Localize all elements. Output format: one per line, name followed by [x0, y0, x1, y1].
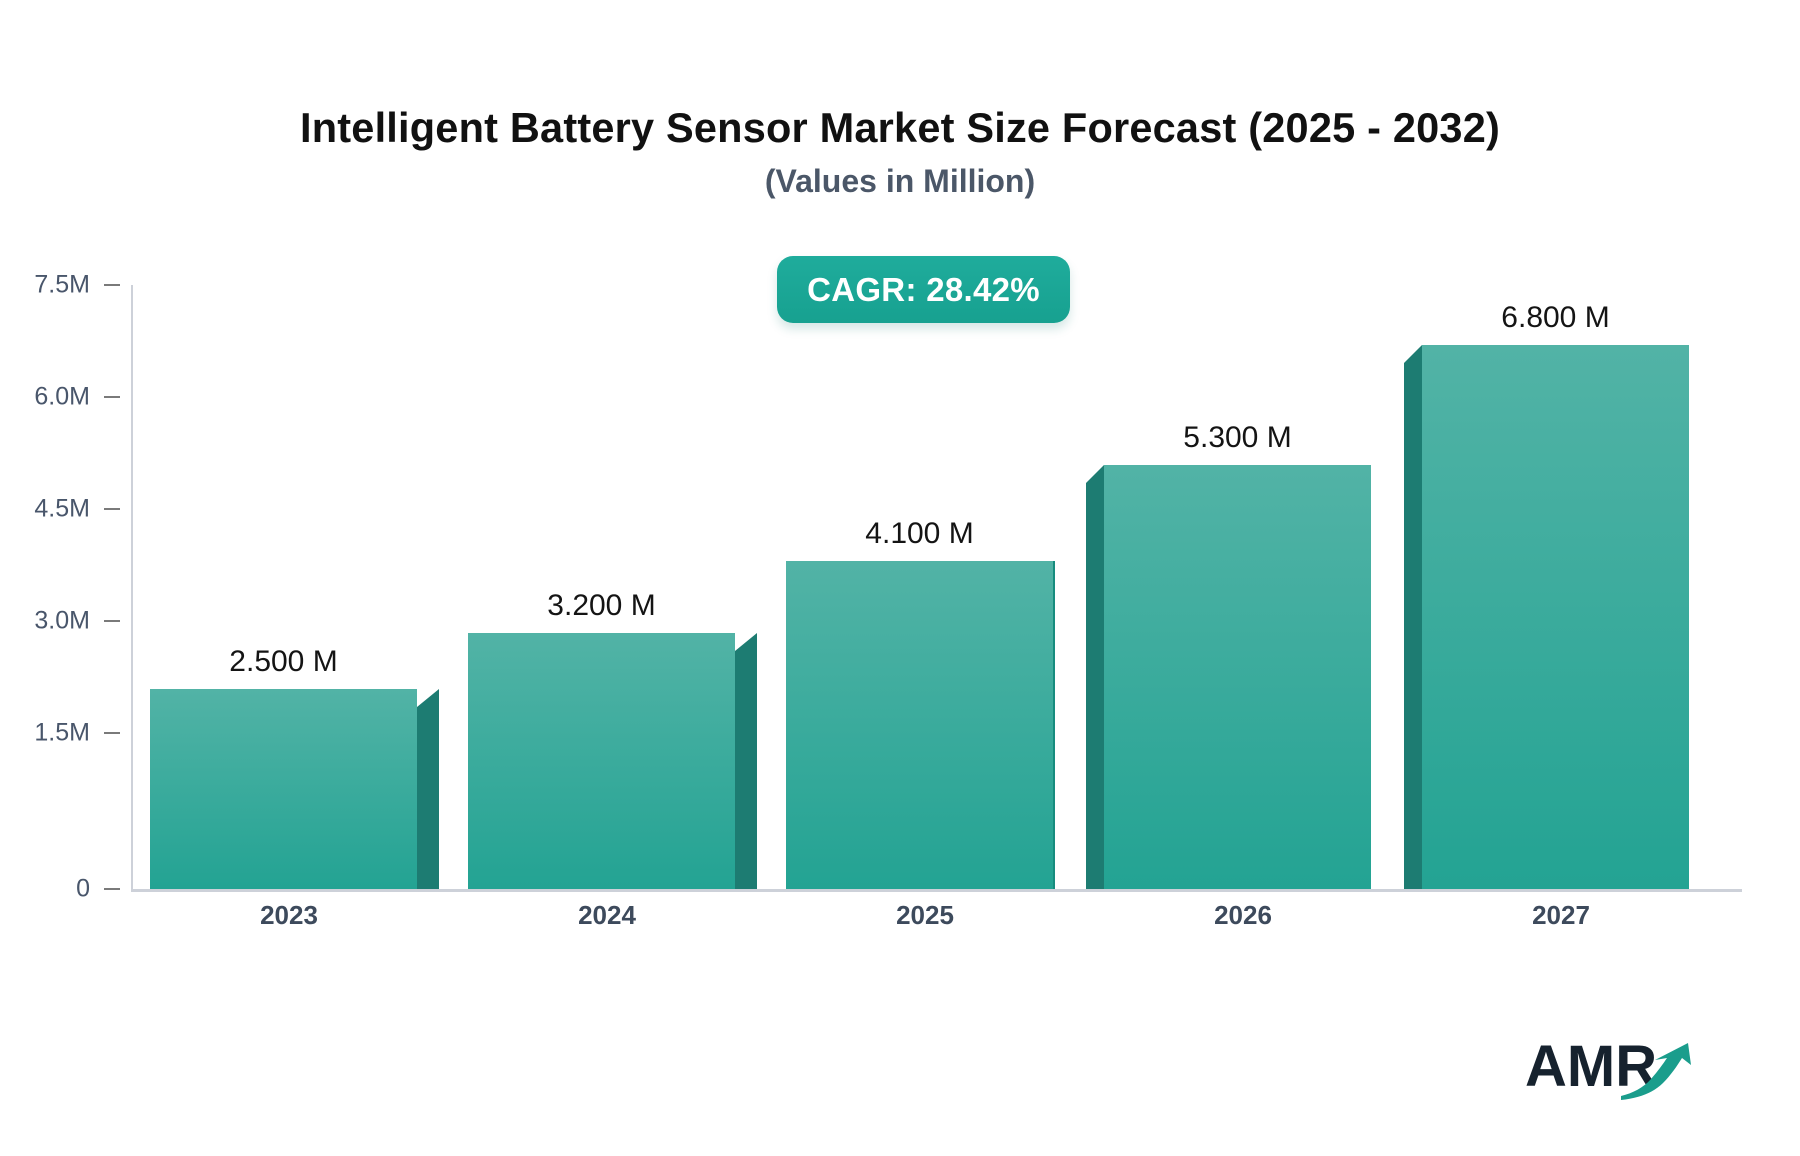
svg-text:AMR: AMR	[1525, 1035, 1657, 1099]
